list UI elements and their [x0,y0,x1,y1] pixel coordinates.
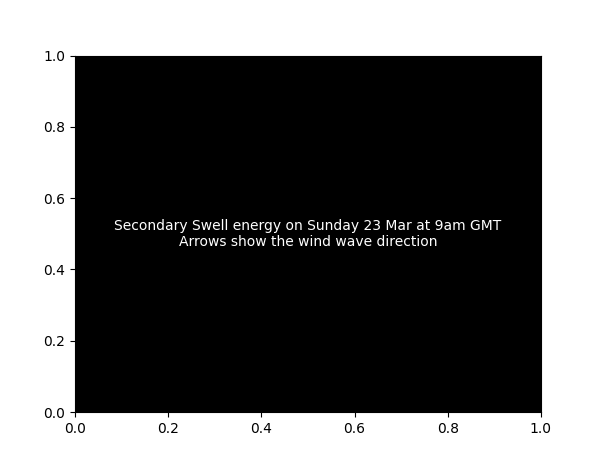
Text: Secondary Swell energy on Sunday 23 Mar at 9am GMT
Arrows show the wind wave dir: Secondary Swell energy on Sunday 23 Mar … [114,219,502,249]
